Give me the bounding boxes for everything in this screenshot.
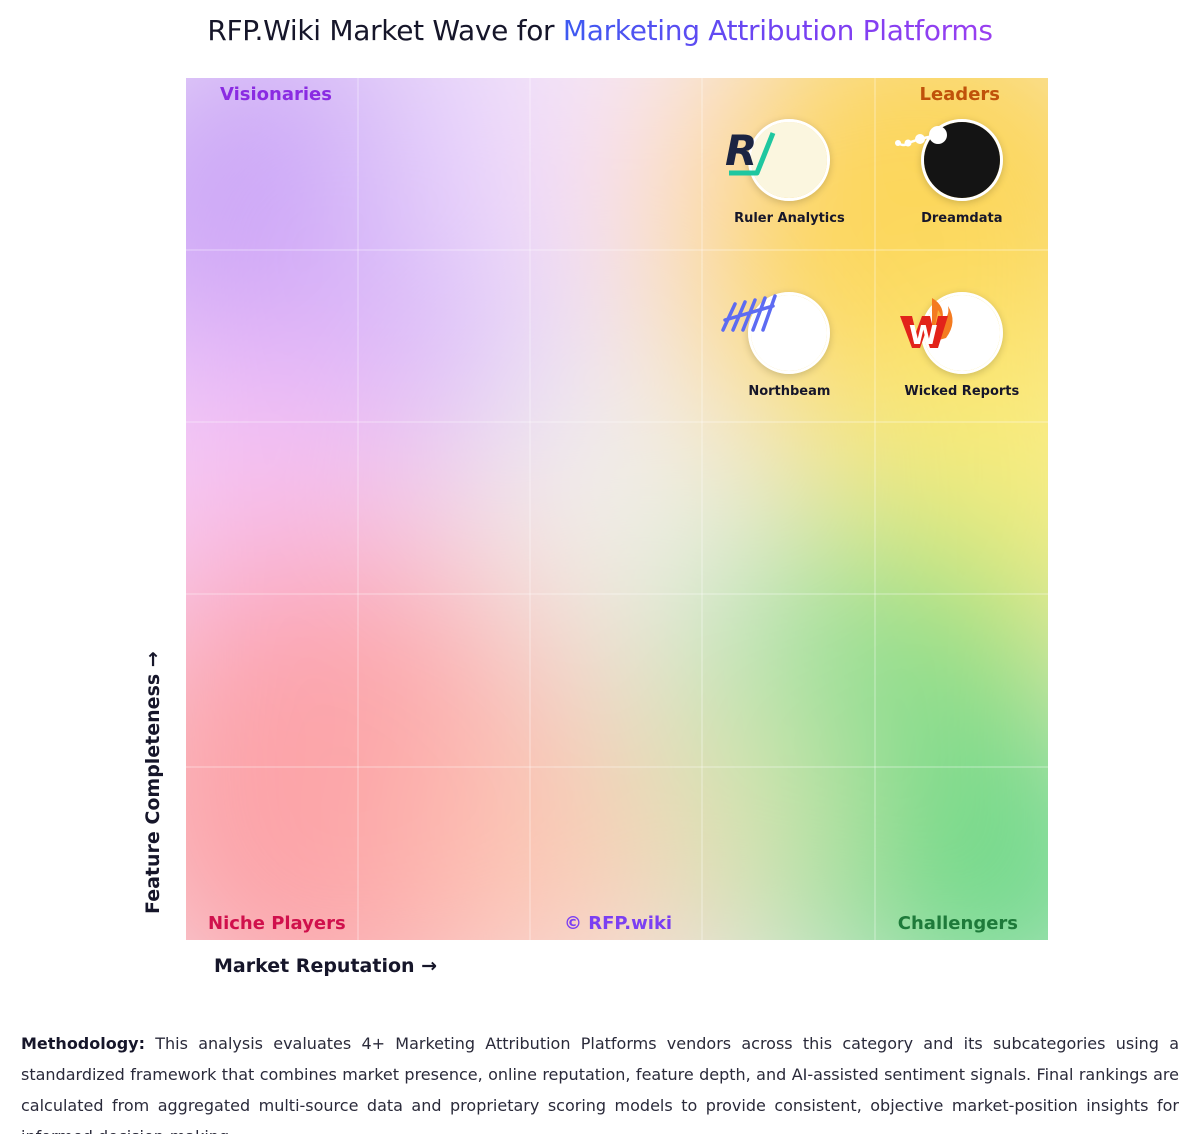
title-accent: Marketing Attribution Platforms	[562, 14, 993, 47]
vendor-name: Northbeam	[748, 383, 831, 399]
vendor-point-wicked-reports[interactable]: W Wicked Reports	[892, 291, 1032, 399]
x-axis-label: Market Reputation →	[214, 955, 438, 977]
wicked-reports-logo: W	[899, 291, 1003, 374]
watermark: © RFP.wiki	[564, 913, 673, 934]
vendor-point-dreamdata[interactable]: Dreamdata	[892, 119, 1032, 226]
quadrant-niche-players: Niche Players	[208, 913, 346, 934]
market-wave-plot: Visionaries Leaders Niche Players Challe…	[186, 78, 1048, 940]
methodology-note: Methodology: This analysis evaluates 4+ …	[21, 1028, 1179, 1134]
dreamdata-logo	[894, 119, 1003, 202]
page-title: RFP.Wiki Market Wave for Marketing Attri…	[0, 14, 1200, 47]
quadrant-visionaries: Visionaries	[220, 84, 332, 105]
vendor-point-northbeam[interactable]: Northbeam	[719, 291, 859, 399]
vendor-name: Dreamdata	[921, 211, 1003, 227]
y-axis-label: Feature Completeness →	[142, 651, 164, 914]
northbeam-logo	[721, 291, 831, 374]
methodology-label: Methodology:	[21, 1034, 146, 1053]
vendor-name: Ruler Analytics	[734, 211, 845, 227]
quadrant-challengers: Challengers	[897, 913, 1018, 934]
ruler-analytics-logo: R	[725, 119, 831, 202]
title-prefix: RFP.Wiki Market Wave for	[207, 14, 563, 47]
methodology-text: This analysis evaluates 4+ Marketing Att…	[21, 1034, 1179, 1134]
quadrant-leaders: Leaders	[919, 84, 1000, 105]
vendor-name: Wicked Reports	[904, 383, 1020, 399]
svg-text:R: R	[748, 126, 757, 175]
svg-text:W: W	[921, 321, 938, 351]
vendor-point-ruler-analytics[interactable]: R Ruler Analytics	[719, 119, 859, 226]
grid-lines	[186, 78, 1048, 940]
